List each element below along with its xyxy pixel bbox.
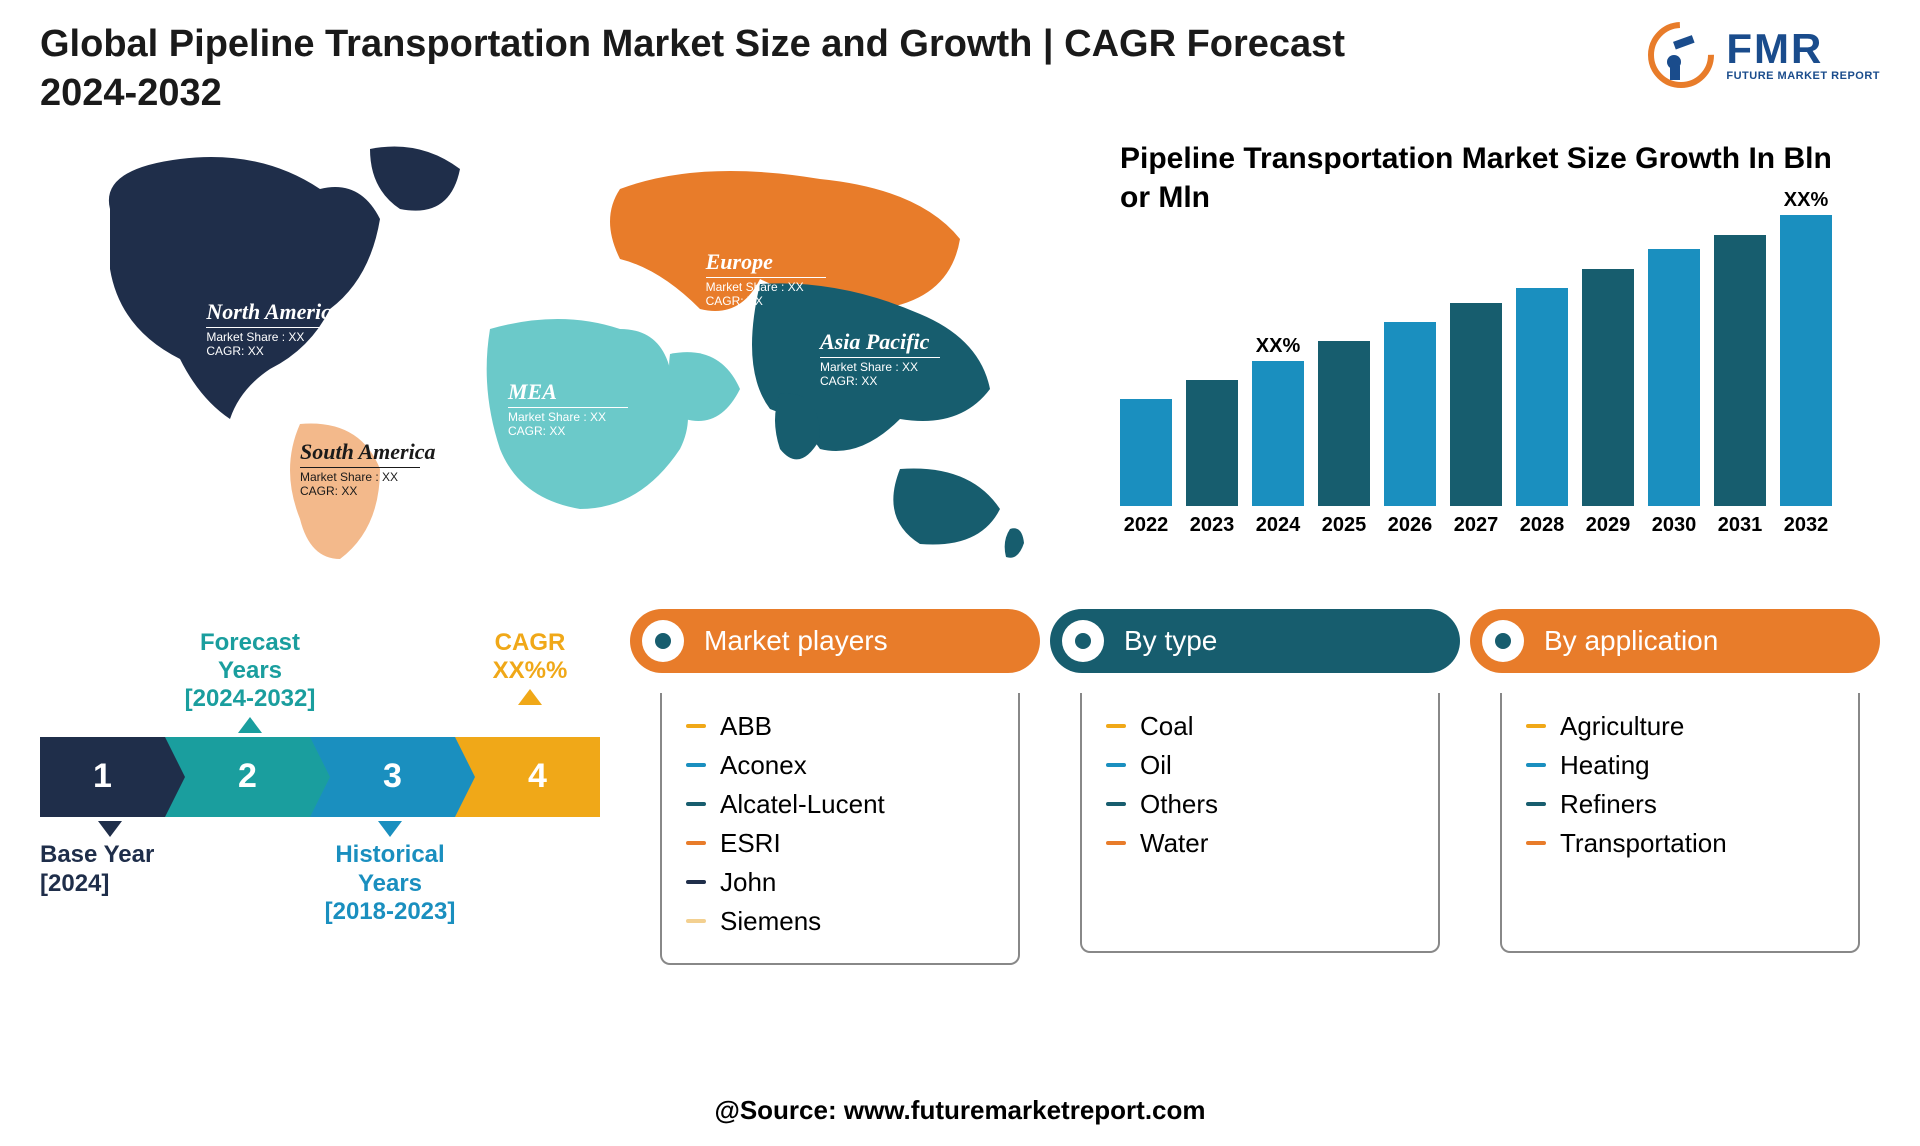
bar-2022: 2022 xyxy=(1120,399,1172,536)
segment-market-players: Market players ABB Aconex Alcatel-Lucent ESR… xyxy=(630,599,1040,965)
segment-item-label: Agriculture xyxy=(1560,711,1684,742)
segment-by-application: By application Agriculture Heating Refiners… xyxy=(1470,599,1880,965)
segment-item-label: Coal xyxy=(1140,711,1193,742)
segment-item: Refiners xyxy=(1526,789,1848,820)
bar-year-label: 2031 xyxy=(1718,514,1763,537)
segment-item: Others xyxy=(1106,789,1428,820)
segment-item-label: John xyxy=(720,867,776,898)
timeline-bottom-label: Historical Years[2018-2023] xyxy=(320,817,460,927)
segment-item-label: Transportation xyxy=(1560,828,1727,859)
segment-item-label: Alcatel-Lucent xyxy=(720,789,885,820)
bar-2032: XX%2032 xyxy=(1780,215,1832,536)
chart-bars: 20222023XX%20242025202620272028202920302… xyxy=(1120,227,1870,537)
segment-title: By type xyxy=(1124,625,1217,657)
segment-header: Market players xyxy=(630,609,1040,673)
segment-title: By application xyxy=(1544,625,1718,657)
timeline-step-2: 2 xyxy=(165,737,310,817)
map-region-na-greenland xyxy=(370,146,460,210)
page-title: Global Pipeline Transportation Market Si… xyxy=(40,20,1440,119)
segment-item-label: Refiners xyxy=(1560,789,1657,820)
segment-header: By type xyxy=(1050,609,1460,673)
segment-item-label: Oil xyxy=(1140,750,1172,781)
bar-year-label: 2022 xyxy=(1124,514,1169,537)
segment-item: Agriculture xyxy=(1526,711,1848,742)
segment-item: Water xyxy=(1106,828,1428,859)
map-region-ap-nz xyxy=(1005,528,1024,557)
top-section: North AmericaMarket Share : XXCAGR: XX So… xyxy=(40,129,1880,569)
timeline-top-label: CAGRXX%% xyxy=(460,629,600,737)
timeline-top-label: Forecast Years[2024-2032] xyxy=(180,629,320,737)
segment-item: ESRI xyxy=(686,828,1008,859)
segment-item-label: Aconex xyxy=(720,750,807,781)
timeline-step-1: 1 xyxy=(40,737,165,817)
bar-2026: 2026 xyxy=(1384,322,1436,537)
bar-annotation: XX% xyxy=(1256,335,1300,358)
timeline-bottom-label: Base Year[2024] xyxy=(40,817,180,927)
segment-item-label: Siemens xyxy=(720,906,821,937)
segment-item-label: ESRI xyxy=(720,828,781,859)
segment-item-label: Water xyxy=(1140,828,1208,859)
map-label-sa: South AmericaMarket Share : XXCAGR: XX xyxy=(300,439,436,498)
logo-tagline: FUTURE MARKET REPORT xyxy=(1726,70,1880,82)
segment-item: ABB xyxy=(686,711,1008,742)
bar-year-label: 2024 xyxy=(1256,514,1301,537)
source-text: @Source: www.futuremarketreport.com xyxy=(714,1095,1205,1126)
segment-item: Aconex xyxy=(686,750,1008,781)
bottom-section: Forecast Years[2024-2032] CAGRXX%% 1234 B… xyxy=(40,599,1880,965)
segment-item: Heating xyxy=(1526,750,1848,781)
segment-item-label: Heating xyxy=(1560,750,1650,781)
bar-2029: 2029 xyxy=(1582,269,1634,537)
map-label-ap: Asia PacificMarket Share : XXCAGR: XX xyxy=(820,329,940,388)
map-label-na: North AmericaMarket Share : XXCAGR: XX xyxy=(206,299,341,358)
segment-body: Coal Oil Others Water xyxy=(1080,693,1440,953)
bar-year-label: 2032 xyxy=(1784,514,1829,537)
bar-annotation: XX% xyxy=(1784,189,1828,212)
world-map: North AmericaMarket Share : XXCAGR: XX So… xyxy=(40,129,1080,569)
segment-item-label: ABB xyxy=(720,711,772,742)
bar-year-label: 2023 xyxy=(1190,514,1235,537)
bar-2027: 2027 xyxy=(1450,303,1502,537)
segment-item: Alcatel-Lucent xyxy=(686,789,1008,820)
bar-2025: 2025 xyxy=(1318,341,1370,537)
segment-item-label: Others xyxy=(1140,789,1218,820)
segment-by-type: By type Coal Oil Others Water xyxy=(1050,599,1460,965)
bar-chart: Pipeline Transportation Market Size Grow… xyxy=(1100,129,1880,569)
bar-year-label: 2027 xyxy=(1454,514,1499,537)
bar-year-label: 2025 xyxy=(1322,514,1367,537)
bar-year-label: 2030 xyxy=(1652,514,1697,537)
segment-item: Transportation xyxy=(1526,828,1848,859)
logo-brand: FMR xyxy=(1726,28,1880,70)
segment-body: Agriculture Heating Refiners Transportation xyxy=(1500,693,1860,953)
timeline: Forecast Years[2024-2032] CAGRXX%% 1234 B… xyxy=(40,599,600,927)
timeline-step-4: 4 xyxy=(455,737,600,817)
bar-2023: 2023 xyxy=(1186,380,1238,537)
bar-2028: 2028 xyxy=(1516,288,1568,537)
segment-item: Oil xyxy=(1106,750,1428,781)
segment-item: Siemens xyxy=(686,906,1008,937)
segment-header: By application xyxy=(1470,609,1880,673)
bar-year-label: 2026 xyxy=(1388,514,1433,537)
map-label-mea: MEAMarket Share : XXCAGR: XX xyxy=(508,379,628,438)
bar-2024: XX%2024 xyxy=(1252,361,1304,537)
header: Global Pipeline Transportation Market Si… xyxy=(40,20,1880,119)
map-region-na xyxy=(109,157,380,419)
chart-title: Pipeline Transportation Market Size Grow… xyxy=(1120,139,1870,217)
bar-year-label: 2028 xyxy=(1520,514,1565,537)
segment-title: Market players xyxy=(704,625,888,657)
segment-body: ABB Aconex Alcatel-Lucent ESRI John Siemens xyxy=(660,693,1020,965)
bar-year-label: 2029 xyxy=(1586,514,1631,537)
segment-item: Coal xyxy=(1106,711,1428,742)
bar-2030: 2030 xyxy=(1648,249,1700,536)
map-label-eu: EuropeMarket Share : XXCAGR: XX xyxy=(706,249,826,308)
segment-item: John xyxy=(686,867,1008,898)
map-region-ap-aus xyxy=(893,468,1000,544)
logo: FMR FUTURE MARKET REPORT xyxy=(1646,20,1880,90)
bar-2031: 2031 xyxy=(1714,235,1766,537)
timeline-step-3: 3 xyxy=(310,737,455,817)
logo-icon xyxy=(1646,20,1716,90)
